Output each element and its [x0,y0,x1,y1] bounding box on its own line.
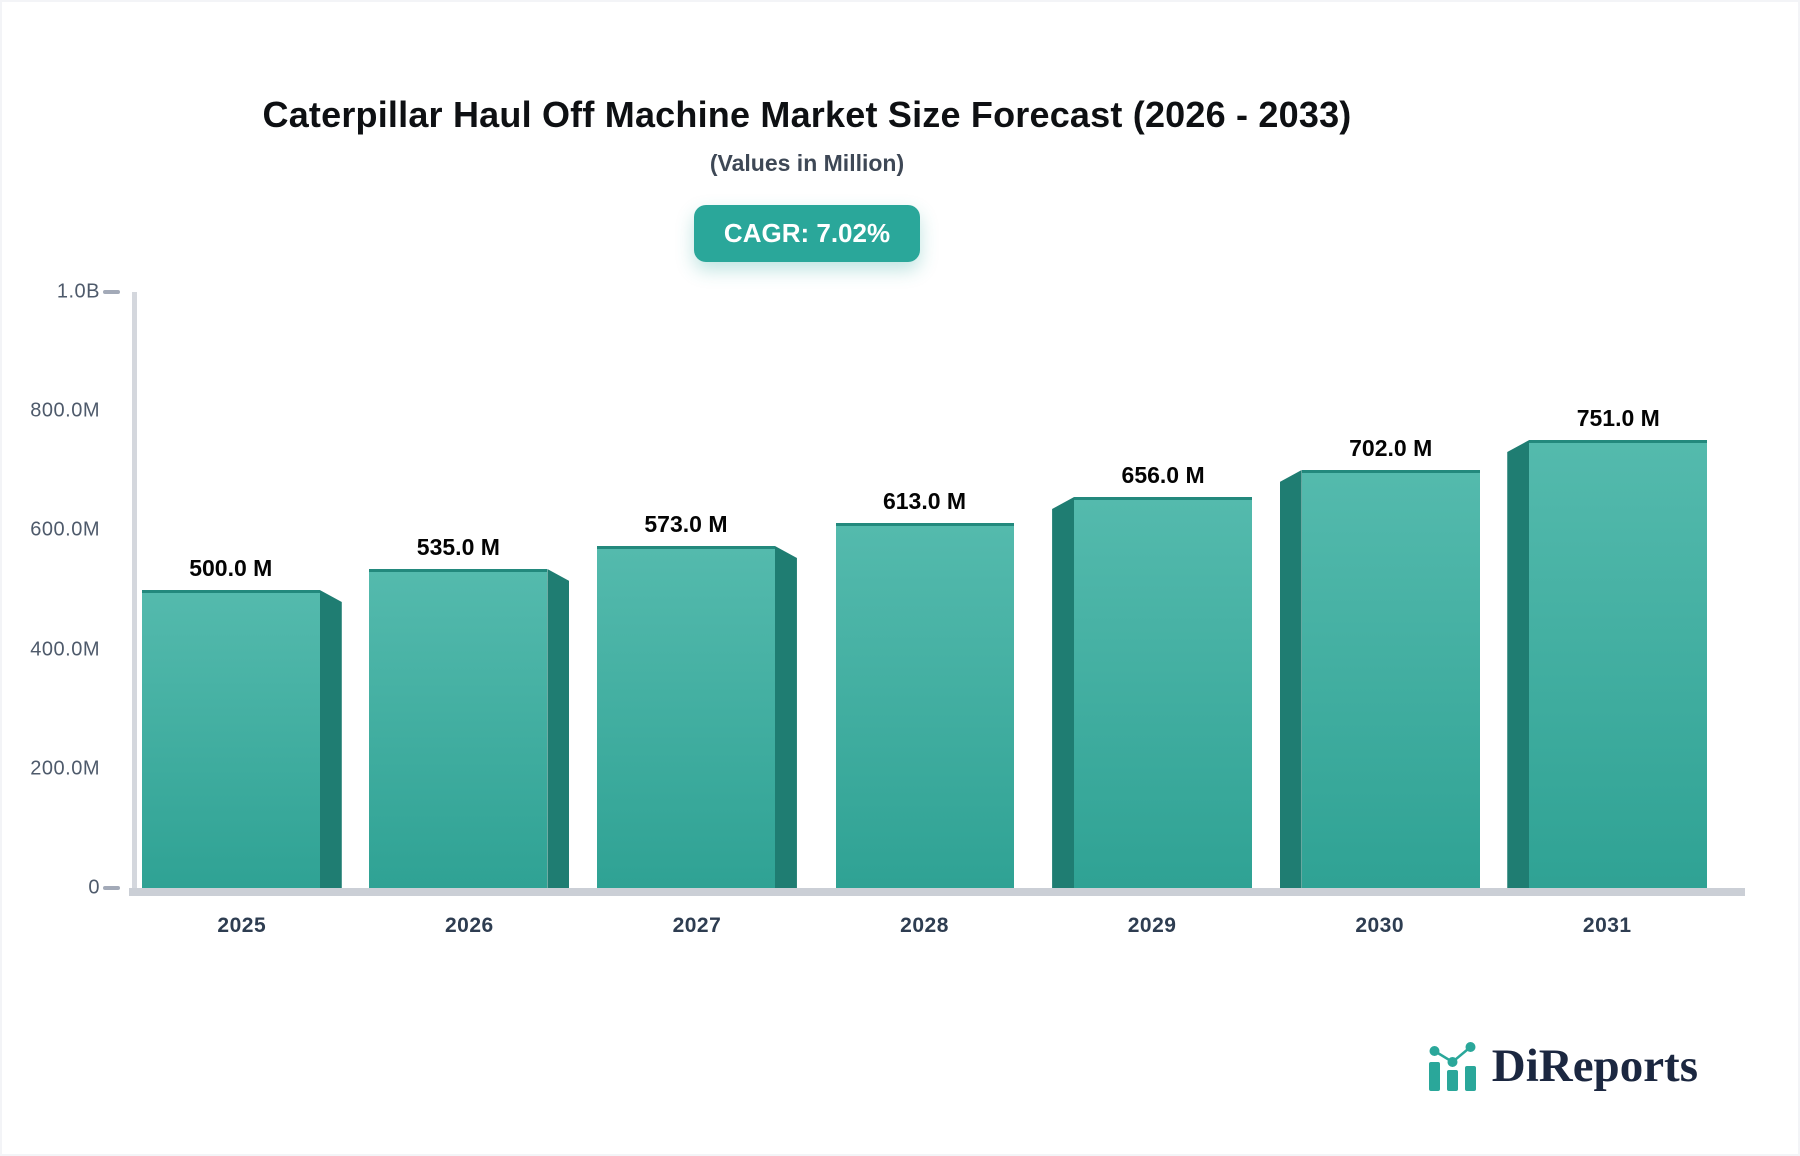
logo-text: DiReports [1491,1039,1698,1092]
bar-face: 500.0 M [141,555,320,888]
bar-slot: 500.0 M [128,292,356,888]
y-tick-mark [103,886,120,890]
bar-2025: 500.0 M [141,555,342,888]
bar-2028: 613.0 M [825,488,1025,888]
x-label-2030: 2030 [1355,914,1405,937]
x-axis-baseline [129,888,1745,896]
bar-2026: 535.0 M [369,534,570,888]
chart-header: Caterpillar Haul Off Machine Market Size… [2,2,1612,262]
y-tick-label: 800.0M [30,399,100,422]
bar-side-face [774,546,797,888]
bar-value-label: 535.0 M [416,534,500,560]
y-tick-label: 600.0M [30,518,100,541]
bar-value-label: 613.0 M [882,488,967,514]
y-tick-label: 0 [88,876,100,899]
bar-slot: 702.0 M [1266,292,1494,888]
bar-2029: 656.0 M [1052,462,1253,888]
bar-face: 613.0 M [835,488,1014,888]
bar-face: 535.0 M [369,534,548,888]
bar-side-face [1507,440,1530,888]
direports-logo: DiReports [1426,1038,1698,1094]
bar-face: 751.0 M [1529,405,1708,888]
x-axis-labels: 2025 2026 2027 2028 2029 2030 2031 [128,914,1721,938]
cagr-badge: CAGR: 7.02% [693,205,921,262]
y-axis-line [132,292,137,888]
chart-title: Caterpillar Haul Off Machine Market Size… [262,94,1352,135]
bar-slot: 613.0 M [811,292,1039,888]
bar-value-label: 656.0 M [1121,462,1205,488]
y-tick-label: 200.0M [30,757,100,780]
x-label-2029: 2029 [1127,914,1177,937]
bar-face: 573.0 M [596,511,775,888]
x-label-2027: 2027 [672,914,722,937]
bar-line-chart-logo-icon [1428,1042,1476,1091]
bar-side-face [547,569,570,888]
bar-value-label: 702.0 M [1349,435,1433,461]
bar-2031: 751.0 M [1507,405,1708,888]
bar-value-label: 751.0 M [1576,405,1660,431]
bar-slot: 573.0 M [583,292,811,888]
bars-area: 500.0 M 535.0 M 573.0 M 613.0 M 656.0 M 702.0… [128,292,1721,888]
y-tick-label: 400.0M [30,638,100,661]
chart-subtitle: (Values in Million) [709,150,905,176]
bar-value-label: 500.0 M [189,555,273,581]
y-tick-label: 1.0B [56,280,100,303]
bar-slot: 751.0 M [1493,292,1721,888]
bar-side-face [1279,470,1302,888]
bar-face: 656.0 M [1074,462,1253,888]
x-label-2025: 2025 [217,914,267,937]
bar-2030: 702.0 M [1279,435,1480,888]
x-label-2028: 2028 [900,914,949,937]
bar-value-label: 573.0 M [644,511,728,537]
x-label-2031: 2031 [1582,914,1632,937]
bar-slot: 535.0 M [356,292,584,888]
y-tick-mark [103,290,120,294]
x-label-2026: 2026 [445,914,494,937]
bar-face: 702.0 M [1301,435,1480,888]
bar-slot: 656.0 M [1038,292,1266,888]
bar-side-face [1052,497,1075,888]
bar-side-face [319,590,342,888]
bar-2027: 573.0 M [596,511,797,888]
